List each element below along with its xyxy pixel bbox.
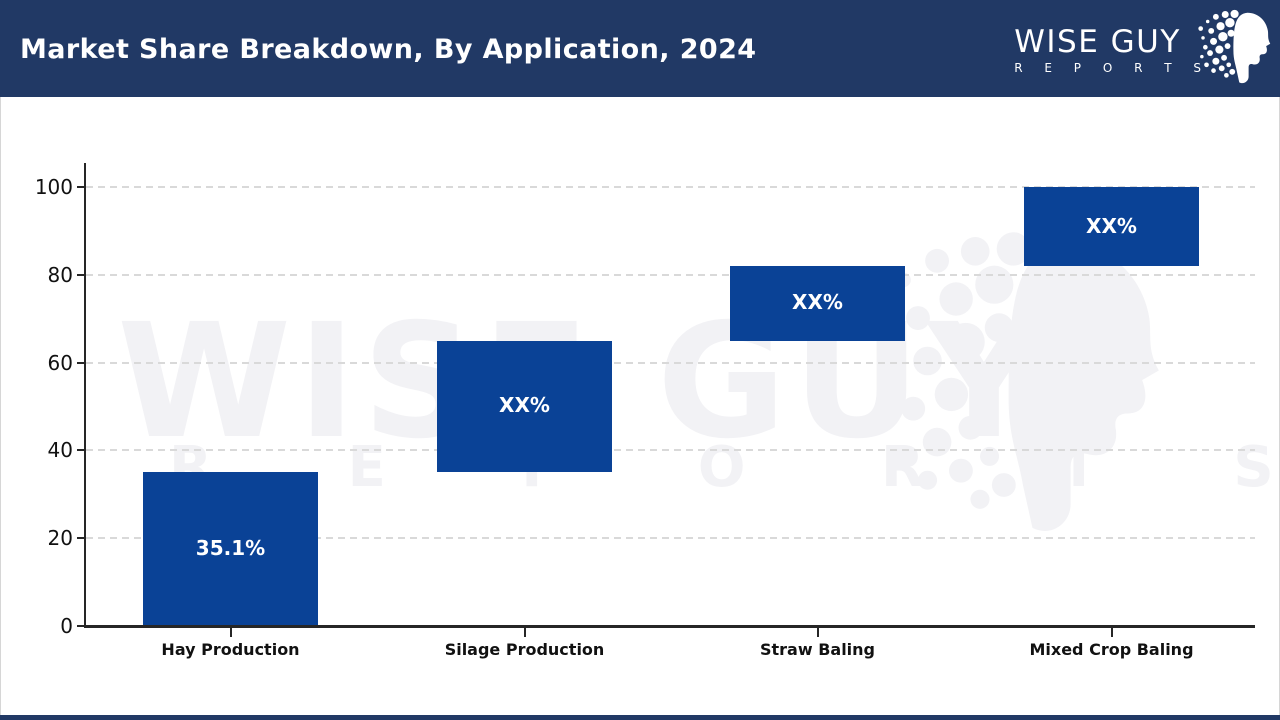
category-label: Hay Production — [161, 640, 300, 659]
bar-value-label: XX% — [792, 290, 843, 315]
plot-area: 0 20 40 60 80 100 35.1% XX% XX% XX% Hay Production… — [1, 97, 1279, 715]
y-tick-label: 40 — [47, 438, 73, 463]
y-tick-label: 60 — [47, 350, 73, 375]
x-tick-mark — [1110, 628, 1113, 637]
wise-guy-logo: WISE GUY R E P O R T S — [1014, 4, 1272, 94]
bar-value-label: XX% — [1086, 213, 1137, 238]
bar-value-label: 35.1% — [195, 535, 266, 560]
y-tick-mark — [77, 537, 86, 540]
y-tick-mark — [77, 186, 86, 188]
gridline-40 — [86, 449, 1255, 452]
gridline-80 — [86, 273, 1255, 276]
bar-segment — [1024, 187, 1199, 267]
category-label: Straw Baling — [759, 640, 875, 659]
chart-title: Market Share Breakdown, By Application, … — [20, 34, 757, 65]
y-tick-mark — [77, 361, 86, 364]
header: Market Share Breakdown, By Application, … — [0, 0, 1280, 97]
x-tick-mark — [523, 628, 526, 637]
bar-segment — [730, 266, 905, 341]
y-tick-label: 100 — [34, 175, 73, 199]
y-tick-label: 20 — [47, 526, 73, 551]
y-tick-label: 0 — [60, 614, 73, 638]
x-tick-mark — [229, 628, 232, 637]
footer-bar — [0, 715, 1280, 720]
bar-segment — [437, 340, 612, 472]
category-label: Mixed Crop Baling — [1029, 640, 1194, 659]
logo-text: WISE GUY R E P O R T S — [1014, 24, 1210, 75]
gridline-100 — [86, 186, 1255, 188]
logo-wordmark: WISE GUY — [1014, 23, 1181, 60]
y-tick-label: 80 — [47, 262, 73, 287]
bar-segment — [143, 471, 318, 626]
y-tick-mark — [77, 273, 86, 276]
watermark-face-icon — [865, 232, 1159, 531]
x-axis-line — [84, 625, 1255, 628]
gridline-60 — [86, 361, 1255, 364]
chart-area: WISE GUY R E P O R T S 0 20 40 60 80 100 35.1%… — [0, 97, 1280, 715]
gridline-20 — [86, 537, 1255, 540]
y-axis-line — [84, 163, 86, 628]
x-tick-mark — [816, 628, 819, 637]
y-tick-mark — [77, 625, 86, 627]
logo-face-icon — [1198, 9, 1271, 84]
logo-reports-label: R E P O R T S — [1014, 60, 1210, 75]
category-label: Silage Production — [444, 640, 605, 659]
bar-value-label: XX% — [499, 393, 550, 418]
y-tick-mark — [77, 449, 86, 452]
